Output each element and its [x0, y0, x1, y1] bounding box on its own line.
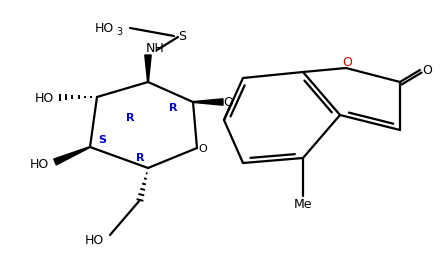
Text: HO: HO	[85, 234, 104, 247]
Text: O: O	[422, 63, 432, 76]
Text: O: O	[223, 95, 233, 108]
Text: R: R	[169, 103, 177, 113]
Text: R: R	[126, 113, 134, 123]
Text: Me: Me	[294, 198, 312, 211]
Text: S: S	[98, 135, 106, 145]
Text: NH: NH	[146, 43, 164, 56]
Polygon shape	[54, 147, 90, 165]
Text: HO: HO	[30, 157, 49, 170]
Text: HO: HO	[94, 22, 114, 36]
Text: R: R	[136, 153, 144, 163]
Text: O: O	[342, 56, 352, 69]
Polygon shape	[145, 55, 151, 82]
Text: S: S	[178, 30, 186, 43]
Text: O: O	[198, 144, 207, 154]
Text: HO: HO	[35, 92, 54, 105]
Polygon shape	[193, 99, 223, 105]
Text: 3: 3	[116, 27, 122, 37]
